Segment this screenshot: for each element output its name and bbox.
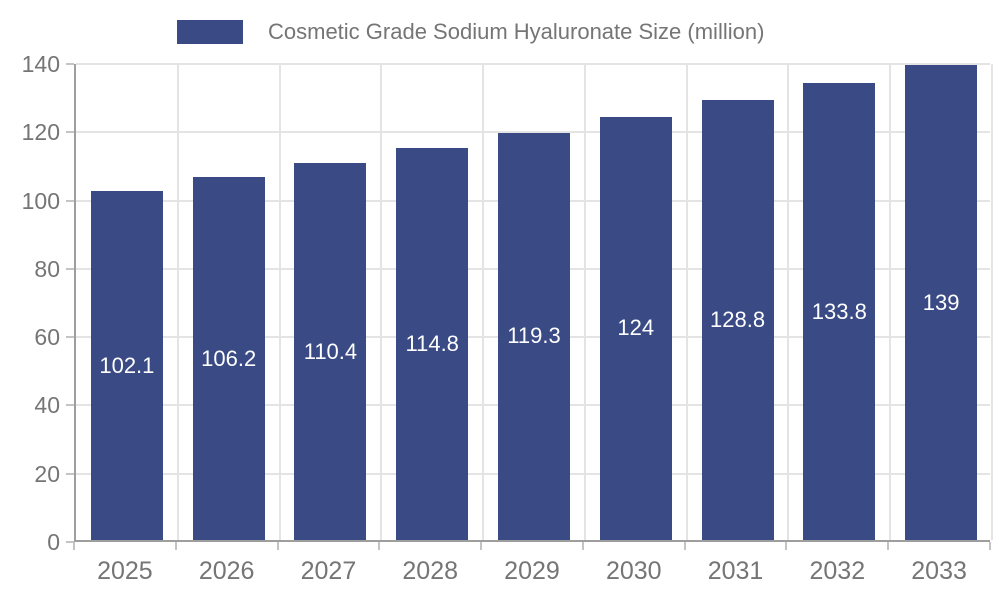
v-gridline [380,64,383,540]
x-tick-label: 2027 [300,557,357,585]
x-tick-mark [989,542,991,550]
bar: 102.1 [90,191,163,540]
x-tick-label: 2025 [97,557,153,585]
x-tick-label: 2026 [198,557,255,585]
y-tick-label: 100 [21,187,60,214]
x-tick-mark [276,542,279,550]
x-tick-label: 2033 [911,557,967,585]
legend-label: Cosmetic Grade Sodium Hyaluronate Size (… [268,19,765,44]
y-tick-label: 120 [21,119,60,146]
y-tick-label: 40 [34,392,60,419]
y-tick-mark [66,472,74,475]
v-gridline [787,64,790,540]
x-tick-mark [683,542,686,550]
x-tick-label: 2028 [402,557,459,585]
x-tick-mark [785,542,788,550]
v-gridline [278,64,281,540]
bar-value-label: 124 [617,315,655,341]
y-tick-label: 0 [47,529,60,555]
x-tick-mark [581,542,584,550]
x-tick-mark [73,542,75,550]
v-gridline [482,64,485,540]
bar-value-label: 114.8 [405,331,459,357]
x-tick-label: 2029 [504,557,560,585]
x-tick-label: 2032 [809,557,866,585]
y-tick-label: 60 [34,324,60,351]
legend-swatch [177,20,243,44]
bar: 133.8 [803,83,876,540]
y-tick-mark [66,199,74,202]
bar-value-label: 139 [922,289,960,315]
x-tick-mark [174,542,177,550]
bar: 139 [905,65,978,540]
v-gridline [889,64,892,540]
bar-value-label: 119.3 [507,323,561,349]
bar-value-label: 128.8 [710,307,766,333]
legend-item[interactable]: Cosmetic Grade Sodium Hyaluronate Size (… [177,18,764,46]
y-tick-mark [66,336,74,339]
y-tick-mark [66,404,74,407]
bar-value-label: 133.8 [811,298,867,324]
plot-area: 102.1 106.2 110.4 114.8 119.3 124 128.8 133.8 13… [74,63,993,542]
x-tick-mark [378,542,381,550]
y-tick-label: 20 [34,460,60,487]
x-tick-mark [887,542,890,550]
bar-value-label: 110.4 [303,338,358,364]
h-gridline [76,63,990,65]
bar-value-label: 102.1 [99,352,155,378]
bar: 110.4 [294,163,367,540]
y-tick-label: 80 [34,255,60,282]
bar: 114.8 [396,148,469,540]
y-tick-mark [66,541,74,543]
bar: 124 [599,116,672,540]
bar: 119.3 [498,132,570,540]
bar-value-label: 106.2 [201,345,257,371]
y-tick-mark [66,63,74,65]
bar: 128.8 [701,100,774,540]
v-gridline [991,64,993,540]
y-tick-mark [66,267,74,270]
v-gridline [685,64,688,540]
v-gridline [583,64,586,540]
v-gridline [176,64,179,540]
bar: 106.2 [192,177,265,540]
y-tick-mark [66,131,74,134]
h-gridline [76,131,990,134]
x-tick-label: 2031 [707,557,764,585]
x-tick-label: 2030 [605,557,662,585]
y-tick-label: 140 [21,51,60,77]
x-tick-mark [480,542,483,550]
